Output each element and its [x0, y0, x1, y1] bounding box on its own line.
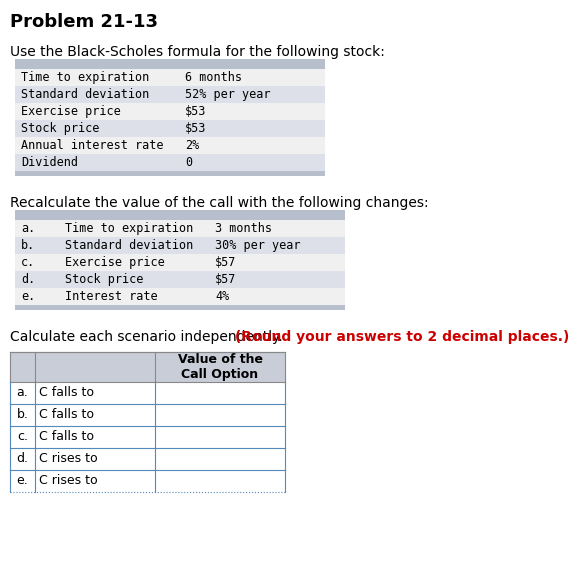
Text: a.: a. — [17, 386, 28, 399]
Bar — [15, 305, 345, 310]
Bar — [15, 237, 345, 254]
Bar — [15, 86, 325, 103]
Bar — [15, 220, 345, 237]
Bar — [15, 103, 325, 120]
Text: C falls to: C falls to — [39, 386, 94, 399]
Text: Recalculate the value of the call with the following changes:: Recalculate the value of the call with t… — [10, 196, 429, 210]
Text: Calculate each scenario independently.: Calculate each scenario independently. — [10, 330, 283, 344]
Text: b.: b. — [21, 239, 35, 252]
Text: Interest rate: Interest rate — [65, 290, 158, 303]
Text: Value of the
Call Option: Value of the Call Option — [178, 353, 263, 381]
Text: b.: b. — [17, 409, 28, 422]
Text: Time to expiration: Time to expiration — [21, 71, 149, 84]
Text: $53: $53 — [185, 105, 207, 118]
Text: c.: c. — [21, 256, 35, 269]
Bar — [15, 154, 325, 171]
Text: Exercise price: Exercise price — [21, 105, 121, 118]
Text: Problem 21-13: Problem 21-13 — [10, 13, 158, 31]
Text: a.: a. — [21, 222, 35, 235]
Bar — [15, 210, 345, 220]
Text: $53: $53 — [185, 122, 207, 135]
Text: 52% per year: 52% per year — [185, 88, 271, 101]
Text: 30% per year: 30% per year — [215, 239, 301, 252]
Bar — [10, 470, 285, 492]
Bar — [15, 171, 325, 176]
Text: Exercise price: Exercise price — [65, 256, 165, 269]
Text: d.: d. — [21, 273, 35, 286]
Text: C rises to: C rises to — [39, 452, 98, 465]
Text: Dividend: Dividend — [21, 156, 78, 169]
Text: 4%: 4% — [215, 290, 229, 303]
Text: Annual interest rate: Annual interest rate — [21, 139, 163, 152]
Bar — [10, 352, 285, 382]
Text: 6 months: 6 months — [185, 71, 242, 84]
Bar — [15, 59, 325, 69]
Text: d.: d. — [17, 452, 28, 465]
Bar — [15, 254, 345, 271]
Text: Stock price: Stock price — [21, 122, 99, 135]
Bar — [10, 426, 285, 448]
Bar — [15, 288, 345, 305]
Text: e.: e. — [21, 290, 35, 303]
Bar — [10, 448, 285, 470]
Bar — [10, 382, 285, 404]
Text: C falls to: C falls to — [39, 431, 94, 443]
Text: C falls to: C falls to — [39, 409, 94, 422]
Text: (Round your answers to 2 decimal places.): (Round your answers to 2 decimal places.… — [230, 330, 569, 344]
Text: 2%: 2% — [185, 139, 199, 152]
Text: Standard deviation: Standard deviation — [65, 239, 193, 252]
Text: 0: 0 — [185, 156, 192, 169]
Text: Time to expiration: Time to expiration — [65, 222, 193, 235]
Bar — [15, 271, 345, 288]
Bar — [15, 137, 325, 154]
Text: Use the Black-Scholes formula for the following stock:: Use the Black-Scholes formula for the fo… — [10, 45, 385, 59]
Text: Standard deviation: Standard deviation — [21, 88, 149, 101]
Text: c.: c. — [17, 431, 28, 443]
Text: C rises to: C rises to — [39, 475, 98, 488]
Text: $57: $57 — [215, 256, 237, 269]
Bar — [15, 69, 325, 86]
Text: 3 months: 3 months — [215, 222, 272, 235]
Bar — [15, 120, 325, 137]
Text: $57: $57 — [215, 273, 237, 286]
Bar — [10, 404, 285, 426]
Text: e.: e. — [17, 475, 28, 488]
Text: Stock price: Stock price — [65, 273, 143, 286]
